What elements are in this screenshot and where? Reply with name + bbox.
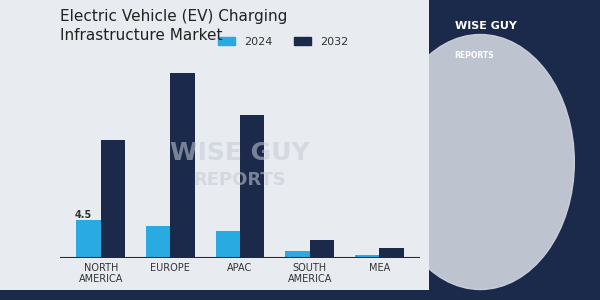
Bar bbox=[310, 239, 334, 258]
Bar bbox=[146, 226, 170, 258]
Text: Electric Vehicle (EV) Charging
Infrastructure Market: Electric Vehicle (EV) Charging Infrastru… bbox=[60, 9, 287, 43]
Ellipse shape bbox=[386, 34, 574, 290]
Bar bbox=[101, 140, 125, 258]
Bar bbox=[379, 248, 404, 258]
Bar bbox=[240, 115, 265, 258]
Bar bbox=[285, 251, 310, 258]
Text: WISE GUY: WISE GUY bbox=[170, 141, 310, 165]
Text: REPORTS: REPORTS bbox=[455, 51, 494, 60]
Legend: 2024, 2032: 2024, 2032 bbox=[214, 33, 353, 52]
Text: REPORTS: REPORTS bbox=[194, 171, 286, 189]
Text: WISE GUY: WISE GUY bbox=[455, 21, 517, 31]
Bar bbox=[170, 73, 195, 258]
Bar bbox=[76, 220, 101, 258]
Bar bbox=[355, 255, 379, 258]
Bar bbox=[215, 231, 240, 258]
Text: 4.5: 4.5 bbox=[74, 210, 92, 220]
